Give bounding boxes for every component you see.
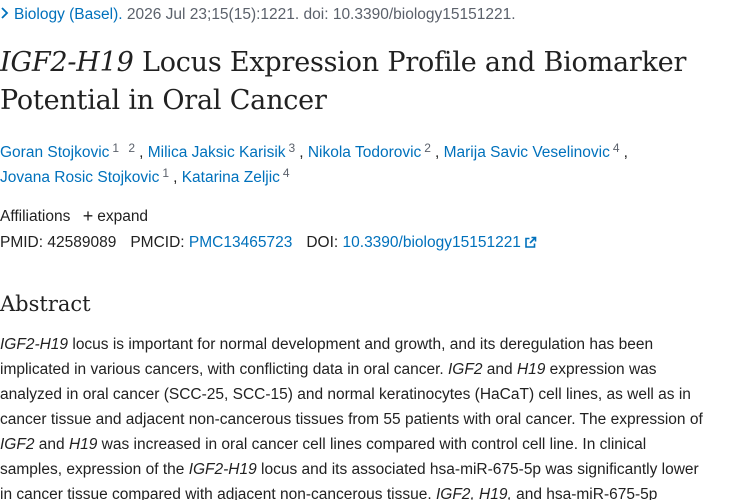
expand-label: expand: [97, 208, 149, 225]
author-link[interactable]: Milica Jaksic Karisik: [147, 144, 286, 161]
affiliations-label: Affiliations: [0, 208, 71, 225]
chevron-right-icon[interactable]: [0, 4, 14, 26]
title-gene: IGF2-H19: [0, 47, 134, 78]
doi-link[interactable]: 10.3390/biology15151221: [342, 234, 521, 251]
author-link[interactable]: Jovana Rosic Stojkovic: [0, 169, 160, 186]
gene-name: IGF2: [448, 361, 483, 378]
citation-details: 2026 Jul 23;15(15):1221. doi: 10.3390/bi…: [126, 6, 516, 23]
abstract-text-run: samples, expression of the: [0, 461, 189, 478]
affiliation-ref[interactable]: 4: [612, 141, 623, 155]
abstract-text: IGF2-H19 locus is important for normal d…: [0, 332, 750, 500]
abstract-text-run: locus and its associated hsa-miR-675-5p …: [256, 461, 699, 478]
abstract-text-run: was increased in oral cancer cell lines …: [97, 436, 647, 453]
abstract-text-run: and hsa-miR-675-5p: [511, 486, 658, 500]
abstract-heading: Abstract: [0, 292, 91, 316]
external-link-icon[interactable]: [524, 234, 537, 256]
title-text-2: Potential in Oral Cancer: [0, 85, 327, 116]
article-title: IGF2-H19 Locus Expression Profile and Bi…: [0, 44, 750, 120]
author-link[interactable]: Katarina Zeljic: [181, 169, 280, 186]
gene-name: IGF2, H19,: [435, 486, 512, 500]
affiliation-ref[interactable]: 2: [424, 141, 434, 155]
doi-label: DOI:: [306, 234, 339, 251]
pmid-value: 42589089: [47, 234, 117, 251]
plus-icon: +: [82, 206, 94, 226]
abstract-line: samples, expression of the IGF2-H19 locu…: [0, 457, 750, 482]
abstract-line: IGF2-H19 locus is important for normal d…: [0, 332, 750, 357]
abstract-text-run: cancer tissue and adjacent non-cancerous…: [0, 411, 703, 428]
affiliation-ref[interactable]: 3: [288, 141, 299, 155]
affiliation-ref[interactable]: 4: [282, 166, 293, 180]
gene-name: H19: [516, 361, 546, 378]
abstract-line: implicated in various cancers, with conf…: [0, 357, 750, 382]
abstract-text-run: and: [34, 436, 69, 453]
journal-citation: Biology (Basel). 2026 Jul 23;15(15):1221…: [0, 4, 516, 26]
journal-link[interactable]: Biology (Basel).: [14, 6, 123, 23]
abstract-text-run: locus is important for normal developmen…: [68, 336, 654, 353]
gene-name: H19: [68, 436, 98, 453]
abstract-text-run: expression was: [545, 361, 657, 378]
gene-name: IGF2-H19: [188, 461, 257, 478]
abstract-line: analyzed in oral cancer (SCC-25, SCC-15)…: [0, 382, 750, 407]
abstract-text-run: analyzed in oral cancer (SCC-25, SCC-15)…: [0, 386, 691, 403]
affiliations-row: Affiliations + expand: [0, 205, 148, 228]
abstract-text-run: in cancer tissue compared with adjacent …: [0, 486, 436, 500]
pmcid-link[interactable]: PMC13465723: [188, 234, 293, 251]
abstract-line: in cancer tissue compared with adjacent …: [0, 482, 750, 500]
gene-name: IGF2-H19: [0, 336, 69, 353]
abstract-line: IGF2 and H19 was increased in oral cance…: [0, 432, 750, 457]
gene-name: IGF2: [0, 436, 35, 453]
author-link[interactable]: Nikola Todorovic: [307, 144, 422, 161]
affiliation-ref[interactable]: 1: [162, 166, 173, 180]
author-link[interactable]: Marija Savic Veselinovic: [443, 144, 610, 161]
abstract-line: cancer tissue and adjacent non-cancerous…: [0, 407, 750, 432]
abstract-text-run: implicated in various cancers, with conf…: [0, 361, 448, 378]
abstract-text-run: and: [482, 361, 517, 378]
author-link[interactable]: Goran Stojkovic: [0, 144, 110, 161]
identifiers-row: PMID: 42589089 PMCID: PMC13465723 DOI: 10.…: [0, 232, 537, 256]
pmcid-label: PMCID:: [130, 234, 185, 251]
author-list: Goran Stojkovic 1 2, Milica Jaksic Karisi…: [0, 141, 628, 186]
title-text-1: Locus Expression Profile and Biomarker: [133, 47, 687, 78]
affiliation-ref[interactable]: 1 2: [112, 141, 139, 155]
expand-affiliations-button[interactable]: + expand: [82, 206, 149, 226]
pmid-label: PMID:: [0, 234, 44, 251]
